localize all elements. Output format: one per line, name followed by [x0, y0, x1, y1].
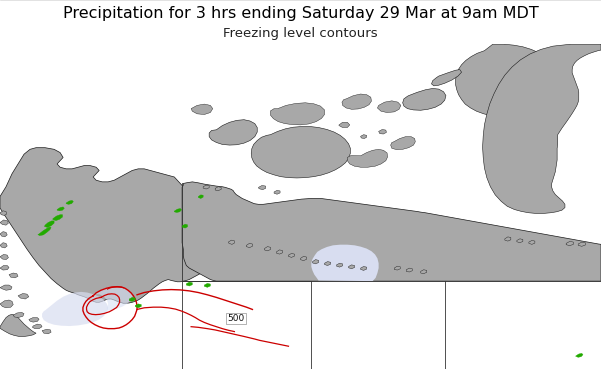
- Polygon shape: [0, 148, 252, 303]
- Polygon shape: [276, 250, 282, 254]
- Polygon shape: [379, 130, 386, 134]
- Polygon shape: [300, 256, 307, 261]
- Polygon shape: [347, 149, 388, 167]
- Text: 500: 500: [227, 314, 244, 323]
- Text: Precipitation for 3 hrs ending Saturday 29 Mar at 9am MDT: Precipitation for 3 hrs ending Saturday …: [63, 6, 538, 21]
- Polygon shape: [421, 270, 427, 274]
- Polygon shape: [342, 94, 371, 109]
- Polygon shape: [403, 89, 446, 110]
- Polygon shape: [0, 243, 7, 248]
- Polygon shape: [0, 232, 7, 237]
- Polygon shape: [135, 304, 141, 308]
- Polygon shape: [0, 314, 36, 337]
- Polygon shape: [361, 135, 367, 139]
- Polygon shape: [529, 241, 535, 244]
- Polygon shape: [18, 293, 29, 299]
- Polygon shape: [377, 101, 401, 113]
- Polygon shape: [576, 354, 583, 357]
- Polygon shape: [44, 221, 54, 227]
- Polygon shape: [264, 246, 270, 251]
- Polygon shape: [13, 313, 24, 318]
- Polygon shape: [274, 190, 280, 194]
- Polygon shape: [0, 300, 13, 308]
- Polygon shape: [228, 240, 234, 244]
- Polygon shape: [0, 211, 7, 215]
- Polygon shape: [361, 266, 367, 270]
- Polygon shape: [394, 266, 400, 270]
- Polygon shape: [32, 324, 42, 329]
- Polygon shape: [215, 187, 221, 191]
- Polygon shape: [258, 186, 266, 190]
- Polygon shape: [483, 44, 601, 213]
- Polygon shape: [93, 287, 132, 310]
- Polygon shape: [203, 185, 209, 189]
- Polygon shape: [129, 297, 135, 301]
- Polygon shape: [456, 44, 559, 117]
- Polygon shape: [337, 263, 343, 267]
- Polygon shape: [209, 120, 257, 145]
- Polygon shape: [251, 127, 350, 178]
- Polygon shape: [325, 262, 331, 266]
- Polygon shape: [66, 200, 73, 204]
- Polygon shape: [566, 241, 573, 246]
- Polygon shape: [432, 70, 462, 86]
- Polygon shape: [42, 329, 51, 334]
- Polygon shape: [182, 182, 601, 281]
- Polygon shape: [57, 207, 64, 211]
- Polygon shape: [391, 137, 415, 150]
- Polygon shape: [198, 195, 203, 199]
- Polygon shape: [182, 224, 188, 228]
- Polygon shape: [204, 283, 210, 287]
- Polygon shape: [311, 245, 379, 281]
- Polygon shape: [186, 282, 192, 286]
- Polygon shape: [53, 215, 63, 221]
- Polygon shape: [0, 266, 9, 270]
- Polygon shape: [0, 220, 8, 225]
- Polygon shape: [42, 292, 108, 326]
- Polygon shape: [29, 318, 39, 322]
- Polygon shape: [406, 268, 412, 272]
- Polygon shape: [349, 265, 355, 269]
- Polygon shape: [0, 255, 8, 260]
- Polygon shape: [517, 239, 523, 243]
- Polygon shape: [174, 208, 182, 213]
- Polygon shape: [38, 227, 51, 235]
- Polygon shape: [505, 237, 511, 241]
- Polygon shape: [246, 244, 252, 248]
- Polygon shape: [313, 260, 319, 264]
- Polygon shape: [9, 273, 18, 278]
- Polygon shape: [578, 242, 585, 246]
- Polygon shape: [288, 254, 294, 257]
- Polygon shape: [191, 104, 213, 114]
- Polygon shape: [270, 103, 325, 125]
- Text: Freezing level contours: Freezing level contours: [223, 27, 378, 41]
- Polygon shape: [339, 122, 350, 128]
- Polygon shape: [0, 285, 12, 290]
